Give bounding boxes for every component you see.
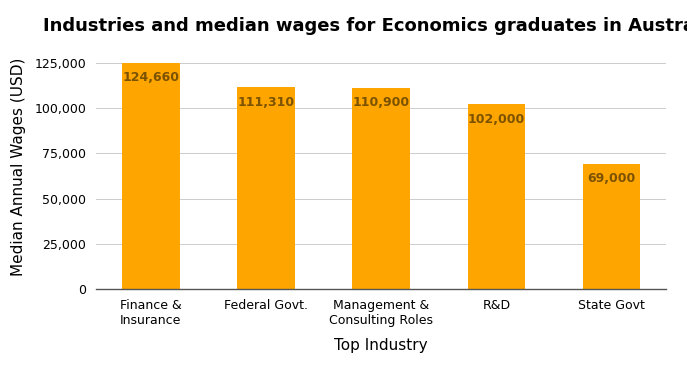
X-axis label: Top Industry: Top Industry: [335, 338, 428, 353]
Text: 102,000: 102,000: [468, 112, 525, 125]
Title: Industries and median wages for Economics graduates in Australia: Industries and median wages for Economic…: [43, 17, 687, 35]
Text: 110,900: 110,900: [352, 96, 410, 109]
Bar: [468, 104, 526, 289]
Bar: [583, 164, 640, 289]
Text: 69,000: 69,000: [587, 173, 635, 186]
Bar: [352, 88, 410, 289]
Bar: [122, 63, 180, 289]
Y-axis label: Median Annual Wages (USD): Median Annual Wages (USD): [11, 58, 26, 276]
Bar: [237, 88, 295, 289]
Text: 111,310: 111,310: [238, 96, 295, 109]
Text: 124,660: 124,660: [122, 72, 179, 85]
